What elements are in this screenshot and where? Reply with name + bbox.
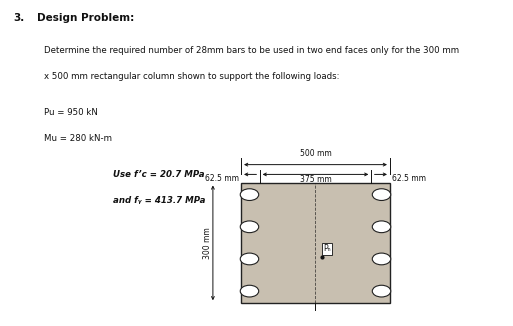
Text: 500 mm: 500 mm [300,149,331,158]
Text: and fᵧ = 413.7 MPa: and fᵧ = 413.7 MPa [113,196,205,205]
Text: Mu = 280 kN-m: Mu = 280 kN-m [44,134,112,143]
Text: 300 mm: 300 mm [203,227,212,259]
Circle shape [240,253,259,265]
Text: Determine the required number of 28mm bars to be used in two end faces only for : Determine the required number of 28mm ba… [44,46,459,55]
Text: x 500 mm rectangular column shown to support the following loads:: x 500 mm rectangular column shown to sup… [44,72,339,81]
Text: 62.5 mm: 62.5 mm [392,174,426,184]
Text: 375 mm: 375 mm [300,175,331,185]
Text: Design Problem:: Design Problem: [37,13,134,23]
Circle shape [372,253,391,265]
Text: Use f’c = 20.7 MPa: Use f’c = 20.7 MPa [113,170,205,179]
Circle shape [372,221,391,233]
Circle shape [372,285,391,297]
Circle shape [240,189,259,200]
Text: 62.5 mm: 62.5 mm [205,174,239,184]
Circle shape [240,285,259,297]
Text: Pu = 950 kN: Pu = 950 kN [44,108,97,117]
Circle shape [372,189,391,200]
Circle shape [240,221,259,233]
Bar [241,183,390,303]
Text: 3.: 3. [13,13,24,23]
Text: Pₙ: Pₙ [324,244,331,253]
